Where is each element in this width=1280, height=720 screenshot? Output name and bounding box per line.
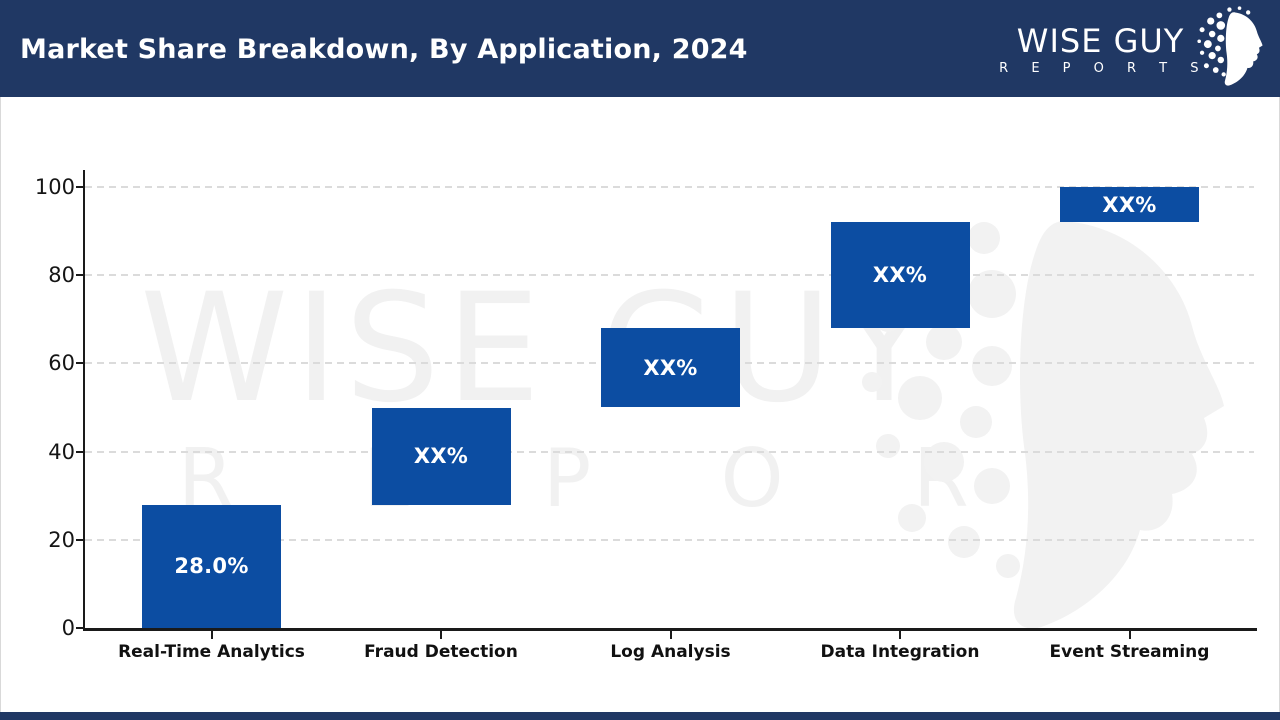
y-tick-label: 100 xyxy=(34,175,75,199)
y-tick-mark xyxy=(76,627,85,629)
bar-segment: XX% xyxy=(830,222,970,329)
x-tick-mark xyxy=(210,631,213,639)
y-tick-mark xyxy=(76,450,85,453)
x-tick-mark xyxy=(899,631,901,639)
x-category-label: Event Streaming xyxy=(1049,642,1210,662)
y-tick-label: 0 xyxy=(61,616,75,640)
y-axis-line xyxy=(83,170,85,631)
x-tick-mark xyxy=(1128,631,1131,639)
brand-name: WISE GUY xyxy=(1016,21,1185,60)
y-gridline xyxy=(85,450,1254,453)
face-profile-icon xyxy=(1197,5,1263,86)
y-gridline xyxy=(85,538,1254,541)
bar-value-label: 28.0% xyxy=(174,554,249,579)
footer-bar xyxy=(0,712,1280,720)
bar-segment: XX% xyxy=(601,328,740,408)
bar-value-label: XX% xyxy=(413,444,469,468)
x-category-label: Log Analysis xyxy=(610,642,731,662)
y-gridline xyxy=(85,186,1254,188)
y-tick-label: 40 xyxy=(48,439,75,464)
y-gridline xyxy=(85,274,1254,277)
bar-segment: 28.0% xyxy=(142,504,281,628)
watermark-face-icon xyxy=(862,221,1224,629)
x-category-label: Fraud Detection xyxy=(364,642,518,662)
bar-value-label: XX% xyxy=(643,355,698,380)
y-tick-mark xyxy=(76,362,85,365)
y-tick-label: 80 xyxy=(48,263,75,288)
y-tick-mark xyxy=(76,538,85,541)
header-bar: Market Share Breakdown, By Application, … xyxy=(0,0,1280,97)
bar-segment: XX% xyxy=(371,407,511,505)
x-category-label: Data Integration xyxy=(820,642,980,662)
x-axis-line xyxy=(83,628,1257,631)
watermark-text-line1: WISE GUY xyxy=(140,262,936,436)
x-tick-mark xyxy=(440,631,442,639)
x-category-label: Real-Time Analytics xyxy=(118,642,305,662)
bar-value-label: XX% xyxy=(1102,192,1157,217)
x-tick-mark xyxy=(669,631,672,639)
chart-title: Market Share Breakdown, By Application, … xyxy=(20,34,748,65)
y-tick-mark xyxy=(76,274,85,277)
y-tick-label: 20 xyxy=(48,527,75,552)
bar-segment: XX% xyxy=(1060,187,1199,223)
brand-logo-text: WISE GUY R E P O R T S xyxy=(993,24,1208,76)
y-tick-label: 60 xyxy=(48,351,75,376)
brand-logo: WISE GUY R E P O R T S xyxy=(993,0,1264,97)
y-tick-mark xyxy=(76,186,85,188)
brand-subname: R E P O R T S xyxy=(999,60,1208,76)
bar-value-label: XX% xyxy=(872,263,928,288)
